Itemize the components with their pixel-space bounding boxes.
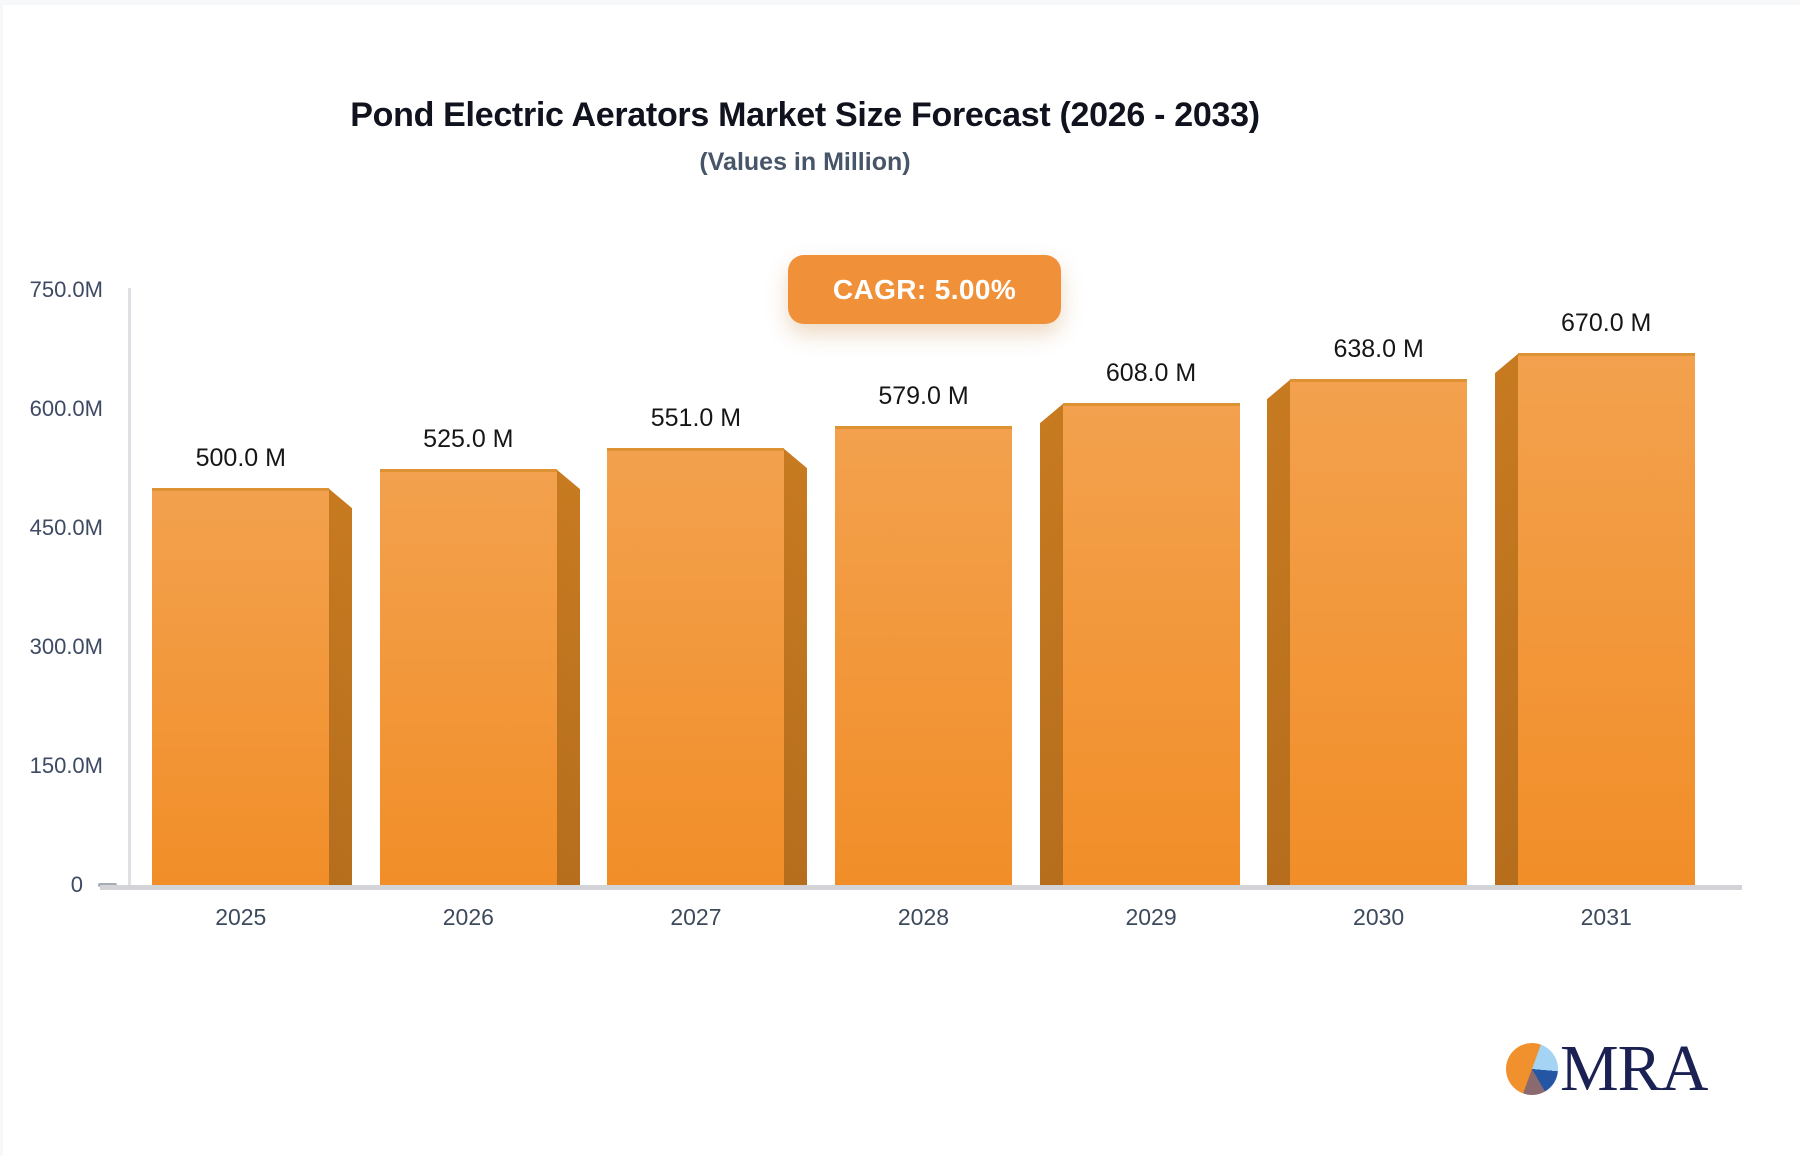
x-axis-label-2028: 2028 — [897, 904, 950, 930]
bar-side-face-2027 — [783, 447, 808, 885]
chart-subtitle: (Values in Million) — [699, 148, 911, 176]
plot-area: 500.0 M 525.0 M 551.0 M 579.0 M 608.0 M 638.0… — [127, 290, 1720, 885]
y-axis-label-450.0M: 450.0M — [29, 515, 103, 540]
y-axis-label-600.0M: 600.0M — [29, 396, 103, 421]
bar-value-label-2027: 551.0 M — [650, 403, 742, 432]
bar-side-face-2025 — [328, 488, 353, 885]
bar-value-label-2031: 670.0 M — [1561, 309, 1652, 338]
page-left-border — [0, 0, 3, 1156]
pie-chart-logo-icon — [1506, 1043, 1558, 1095]
bar-2031[interactable] — [1517, 353, 1695, 885]
bar-2029[interactable] — [1062, 402, 1240, 885]
bar-value-label-2026: 525.0 M — [423, 424, 514, 453]
logo-text: MRA — [1560, 1032, 1708, 1105]
y-axis-line — [128, 288, 131, 888]
cagr-badge: CAGR: 5.00% — [788, 255, 1061, 324]
bar-value-label-2030: 638.0 M — [1333, 334, 1424, 363]
y-axis-label-300.0M: 300.0M — [29, 634, 103, 659]
x-axis-label-2027: 2027 — [670, 904, 722, 930]
bar-2027[interactable] — [607, 447, 785, 885]
y-axis-label-150.0M: 150.0M — [29, 753, 103, 778]
page-top-border — [0, 0, 1800, 5]
x-axis-baseline — [100, 885, 1742, 890]
chart-title: Pond Electric Aerators Market Size Forec… — [350, 96, 1260, 134]
y-axis-label-750.0M: 750.0M — [29, 277, 103, 302]
bar-side-face-2029 — [1039, 402, 1064, 885]
x-axis-label-2030: 2030 — [1353, 904, 1405, 930]
bar-side-face-2030 — [1267, 378, 1292, 885]
bar-2025[interactable] — [152, 488, 330, 885]
bar-value-label-2029: 608.0 M — [1105, 358, 1197, 387]
bar-value-label-2025: 500.0 M — [195, 444, 286, 473]
x-axis-label-2025: 2025 — [215, 904, 267, 930]
x-axis-label-2029: 2029 — [1125, 904, 1177, 930]
bar-2028[interactable] — [835, 425, 1012, 885]
cagr-badge-label: CAGR: 5.00% — [832, 273, 1017, 305]
bar-side-face-2026 — [555, 468, 580, 885]
mra-logo: MRA — [1506, 1032, 1708, 1105]
bar-value-label-2028: 579.0 M — [878, 381, 969, 410]
bar-side-face-2031 — [1494, 353, 1519, 885]
y-axis-label-0: 0 — [70, 872, 83, 897]
x-axis-label-2031: 2031 — [1580, 904, 1632, 930]
bar-2026[interactable] — [379, 468, 557, 885]
x-axis-label-2026: 2026 — [442, 904, 494, 930]
bar-2030[interactable] — [1290, 378, 1468, 885]
